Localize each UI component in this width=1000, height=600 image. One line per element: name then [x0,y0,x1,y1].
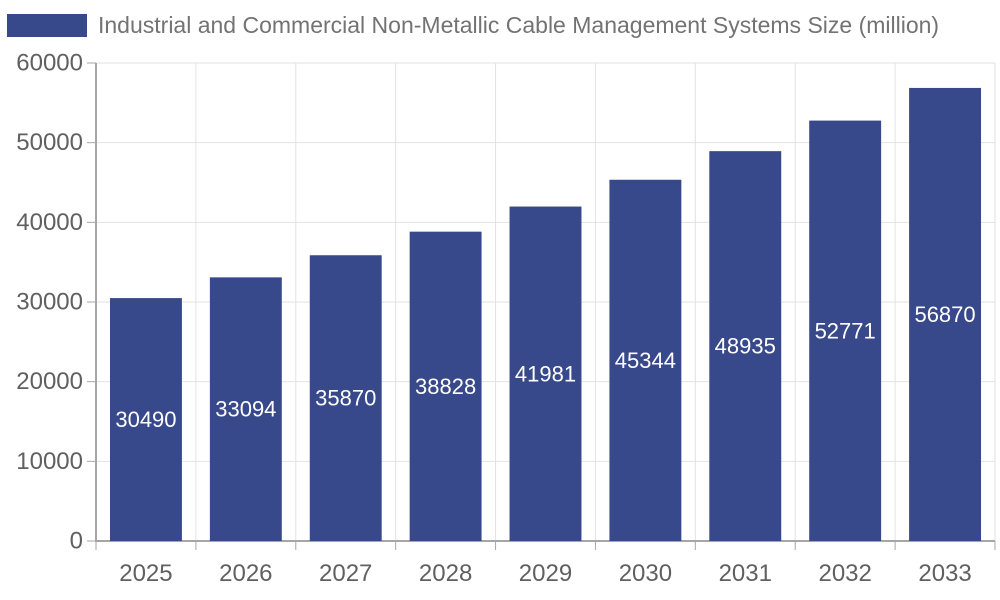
x-tick-label-2030: 2030 [619,560,672,587]
x-tick-label-2026: 2026 [219,560,272,587]
bar-value-label-2026: 33094 [215,397,276,422]
legend-swatch-icon [7,13,87,37]
chart-title: Industrial and Commercial Non-Metallic C… [98,11,940,38]
bar-value-label-2025: 30490 [115,407,176,432]
bar-2027[interactable] [309,255,382,542]
x-tick-label-2029: 2029 [519,560,572,587]
bar-value-label-2027: 35870 [315,386,376,411]
bar-value-label-2030: 45344 [615,348,676,373]
y-tick-label: 60000 [16,50,83,77]
bar-2033[interactable] [909,87,982,541]
x-tick-label-2025: 2025 [119,560,172,587]
bar-value-label-2032: 52771 [815,318,876,343]
y-tick-label: 10000 [16,448,83,475]
legend-item[interactable]: Industrial and Commercial Non-Metallic C… [7,0,939,50]
x-tick-label-2033: 2033 [918,560,971,587]
y-tick-label: 50000 [16,129,83,156]
y-tick-label: 40000 [16,209,83,236]
bar-2028[interactable] [409,231,482,541]
bar-2026[interactable] [209,277,282,541]
y-tick-label: 0 [70,528,83,555]
bar-value-label-2029: 41981 [515,361,576,386]
bar-2030[interactable] [609,179,682,541]
bar-value-label-2028: 38828 [415,374,476,399]
bar-2029[interactable] [509,206,582,541]
bar-2031[interactable] [709,151,782,541]
y-tick-label: 20000 [16,368,83,395]
bar-2032[interactable] [809,120,882,541]
x-tick-label-2031: 2031 [719,560,772,587]
x-tick-label-2032: 2032 [818,560,871,587]
x-tick-label-2027: 2027 [319,560,372,587]
bar-value-label-2031: 48935 [715,334,776,359]
x-tick-label-2028: 2028 [419,560,472,587]
bar-2025[interactable] [109,298,182,541]
y-tick-label: 30000 [16,289,83,316]
bar-value-label-2033: 56870 [914,302,975,327]
